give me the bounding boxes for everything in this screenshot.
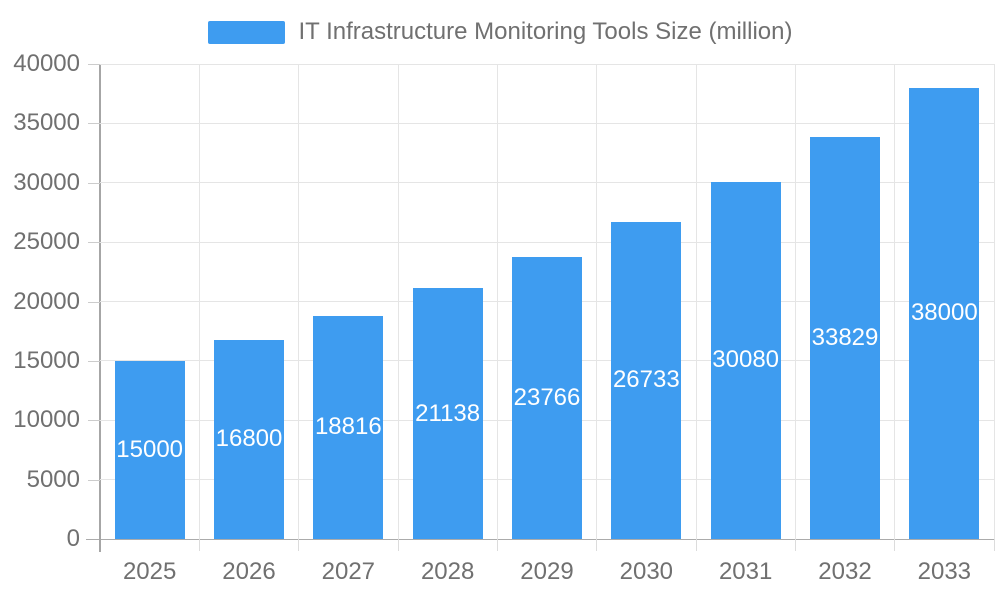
v-gridline: [496, 64, 498, 539]
bar-value-label: 18816: [314, 413, 382, 441]
x-axis-tick: [794, 539, 796, 551]
x-axis-tick-label: 2029: [520, 558, 574, 585]
bar-value-label: 23766: [513, 383, 581, 411]
plot-area: 15000 16800 18816 21138 23766 26733 30080 33829…: [100, 63, 995, 539]
x-axis-tick: [695, 539, 697, 551]
bar-value-label: 38000: [910, 299, 978, 327]
x-axis-tick-label: 2027: [321, 558, 376, 585]
legend-series-label[interactable]: IT Infrastructure Monitoring Tools Size …: [298, 18, 793, 45]
h-gridline: [100, 63, 994, 65]
x-axis-tick: [198, 539, 200, 551]
bar-2031[interactable]: 30080: [710, 181, 781, 539]
bar-value-label: 15000: [116, 435, 184, 463]
bar-value-label: 21138: [415, 399, 481, 427]
x-axis-tick-label: 2028: [420, 558, 475, 585]
bar-2033[interactable]: 38000: [909, 87, 980, 539]
x-axis-tick: [596, 539, 598, 551]
y-axis-tick-label: 20000: [13, 287, 80, 315]
y-axis-tick: [88, 64, 100, 65]
x-axis-tick: [496, 539, 498, 551]
y-axis-tick-label: 5000: [26, 465, 80, 493]
y-axis-tick: [88, 479, 100, 481]
y-axis-line: [99, 64, 101, 552]
x-axis-tick-label: 2033: [917, 558, 972, 585]
y-axis-tick: [88, 360, 100, 362]
legend[interactable]: IT Infrastructure Monitoring Tools Size …: [0, 18, 1000, 46]
h-gridline: [100, 182, 994, 184]
bar-value-label: 16800: [215, 425, 283, 453]
y-axis-tick: [88, 420, 100, 422]
bar-value-label: 26733: [612, 366, 680, 394]
y-axis-tick-label: 15000: [13, 346, 80, 374]
x-axis-tick-label: 2031: [718, 558, 773, 585]
v-gridline: [794, 64, 796, 539]
h-gridline: [100, 241, 994, 243]
v-gridline: [993, 64, 995, 539]
bar-2026[interactable]: 16800: [214, 339, 284, 539]
y-axis-tick-label: 35000: [13, 109, 80, 137]
v-gridline: [596, 64, 598, 539]
h-gridline: [100, 122, 994, 124]
x-axis-tick: [993, 539, 995, 551]
bar-2027[interactable]: 18816: [313, 315, 384, 539]
x-axis-line: [86, 538, 994, 540]
v-gridline: [695, 64, 697, 539]
v-gridline: [198, 64, 200, 539]
y-axis-tick: [88, 123, 100, 125]
legend-swatch[interactable]: [207, 20, 285, 44]
bar-2025[interactable]: 15000: [114, 360, 185, 539]
v-gridline: [894, 64, 896, 539]
bar-2028[interactable]: 21138: [412, 288, 483, 539]
y-axis-tick-label: 0: [66, 525, 80, 552]
y-axis-tick-label: 25000: [13, 228, 80, 256]
bar-value-label: 33829: [811, 324, 879, 352]
x-axis-tick: [397, 539, 399, 551]
bar-value-label: 30080: [712, 346, 780, 374]
y-axis-tick: [88, 301, 100, 303]
x-axis-tick-label: 2030: [619, 558, 674, 585]
x-axis-tick-label: 2026: [222, 558, 276, 585]
y-axis-tick-label: 30000: [13, 168, 80, 196]
bar-2030[interactable]: 26733: [611, 221, 682, 539]
v-gridline: [298, 64, 300, 539]
x-axis-tick: [298, 539, 300, 551]
y-axis-tick: [88, 182, 100, 184]
v-gridline: [397, 64, 399, 539]
bar-2029[interactable]: 23766: [512, 256, 582, 539]
x-axis-tick: [894, 539, 896, 551]
y-axis-tick-label: 40000: [13, 50, 80, 77]
y-axis-tick: [88, 242, 100, 244]
x-axis-tick-label: 2032: [818, 558, 872, 585]
y-axis-tick-label: 10000: [13, 406, 80, 434]
bar-2032[interactable]: 33829: [810, 137, 880, 539]
x-axis-tick-label: 2025: [122, 558, 177, 585]
